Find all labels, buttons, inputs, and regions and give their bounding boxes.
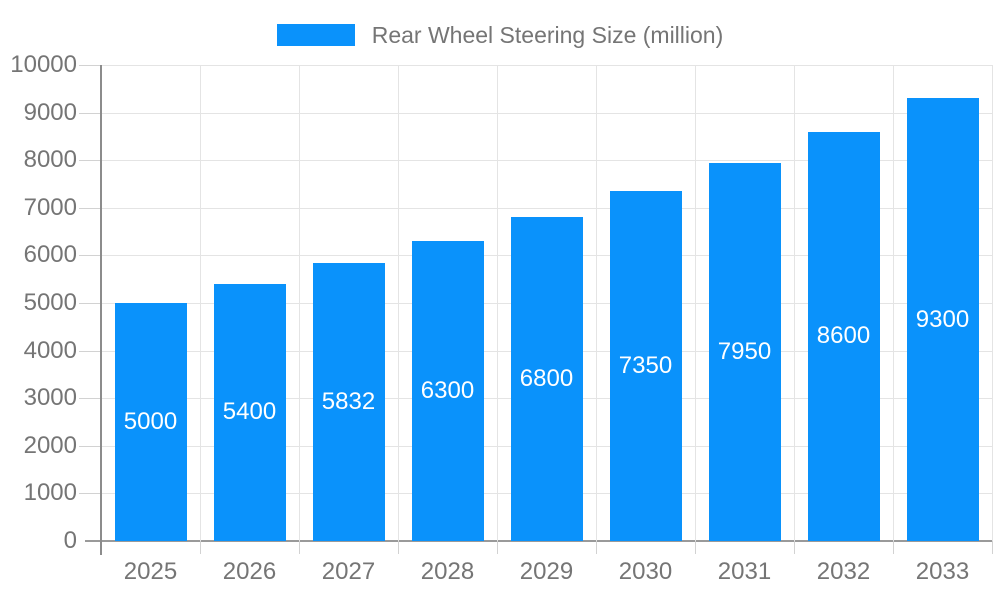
x-tick-label: 2026 [222, 558, 277, 585]
gridline-horizontal [101, 207, 992, 209]
y-tick-label: 5000 [23, 289, 77, 316]
x-tick-mark [893, 541, 894, 554]
y-tick-mark [79, 350, 101, 352]
y-tick-mark [79, 112, 101, 114]
x-tick-mark [497, 541, 498, 554]
y-tick-mark [85, 540, 101, 542]
gridline-vertical [497, 65, 498, 541]
bar-value-label: 7350 [618, 352, 673, 380]
bar-2027[interactable] [312, 263, 385, 541]
gridline-vertical [794, 65, 795, 541]
bar-value-label: 6300 [420, 377, 475, 405]
bar-2026[interactable] [213, 283, 286, 541]
y-tick-mark [79, 303, 101, 304]
gridline-vertical [299, 65, 300, 541]
y-tick-mark [79, 493, 101, 495]
bar-2033[interactable] [906, 98, 979, 541]
x-tick-label: 2030 [618, 558, 673, 585]
bar-value-label: 8600 [816, 322, 871, 350]
gridline-vertical [992, 65, 993, 541]
y-tick-label: 8000 [23, 146, 77, 174]
bar-2032[interactable] [807, 131, 880, 541]
legend[interactable]: Rear Wheel Steering Size (million) [0, 22, 1000, 48]
gridline-vertical [398, 65, 399, 541]
x-tick-label: 2032 [816, 558, 871, 585]
gridline-vertical [695, 65, 696, 541]
y-tick-label: 7000 [23, 193, 77, 221]
x-tick-mark [794, 541, 795, 554]
x-tick-mark [299, 541, 300, 554]
legend-swatch [276, 24, 355, 46]
bar-2025[interactable] [114, 303, 187, 541]
x-tick-mark [200, 541, 201, 554]
x-tick-label: 2025 [123, 558, 178, 585]
bar-2028[interactable] [411, 241, 484, 541]
bar-value-label: 9300 [915, 305, 970, 333]
legend-label: Rear Wheel Steering Size (million) [371, 22, 724, 48]
y-tick-label: 6000 [23, 241, 77, 269]
y-tick-label: 2000 [23, 431, 77, 459]
x-axis-line [101, 540, 992, 542]
x-tick-mark [596, 541, 597, 554]
bar-value-label: 6800 [519, 365, 574, 393]
x-tick-label: 2027 [321, 558, 376, 585]
x-tick-mark [695, 541, 696, 554]
y-tick-label: 3000 [23, 384, 77, 412]
gridline-horizontal [101, 160, 992, 162]
gridline-vertical [200, 65, 201, 541]
gridline-horizontal [101, 112, 992, 114]
y-tick-mark [79, 398, 101, 400]
bar-2029[interactable] [510, 217, 583, 541]
x-tick-label: 2033 [915, 558, 970, 585]
bar-2031[interactable] [708, 162, 781, 541]
y-axis-line [100, 65, 102, 555]
x-tick-mark [992, 541, 993, 554]
gridline-vertical [596, 65, 597, 541]
y-tick-label: 0 [63, 527, 77, 554]
gridline-horizontal [101, 65, 992, 66]
y-tick-mark [79, 255, 101, 257]
x-tick-mark [398, 541, 399, 554]
x-tick-label: 2029 [519, 558, 574, 585]
bar-value-label: 5000 [123, 408, 178, 435]
y-tick-label: 9000 [23, 98, 77, 126]
bar-value-label: 5400 [222, 398, 277, 426]
bar-value-label: 5832 [321, 388, 376, 416]
gridline-vertical [893, 65, 894, 541]
x-tick-label: 2028 [420, 558, 475, 585]
y-tick-mark [79, 207, 101, 209]
y-tick-mark [79, 160, 101, 162]
y-tick-mark [79, 445, 101, 447]
bar-2030[interactable] [609, 191, 682, 541]
x-tick-label: 2031 [717, 558, 772, 585]
y-tick-label: 1000 [23, 479, 77, 507]
y-tick-label: 10000 [10, 51, 77, 78]
bar-value-label: 7950 [717, 337, 772, 365]
y-tick-label: 4000 [23, 336, 77, 364]
y-tick-mark [79, 65, 101, 66]
